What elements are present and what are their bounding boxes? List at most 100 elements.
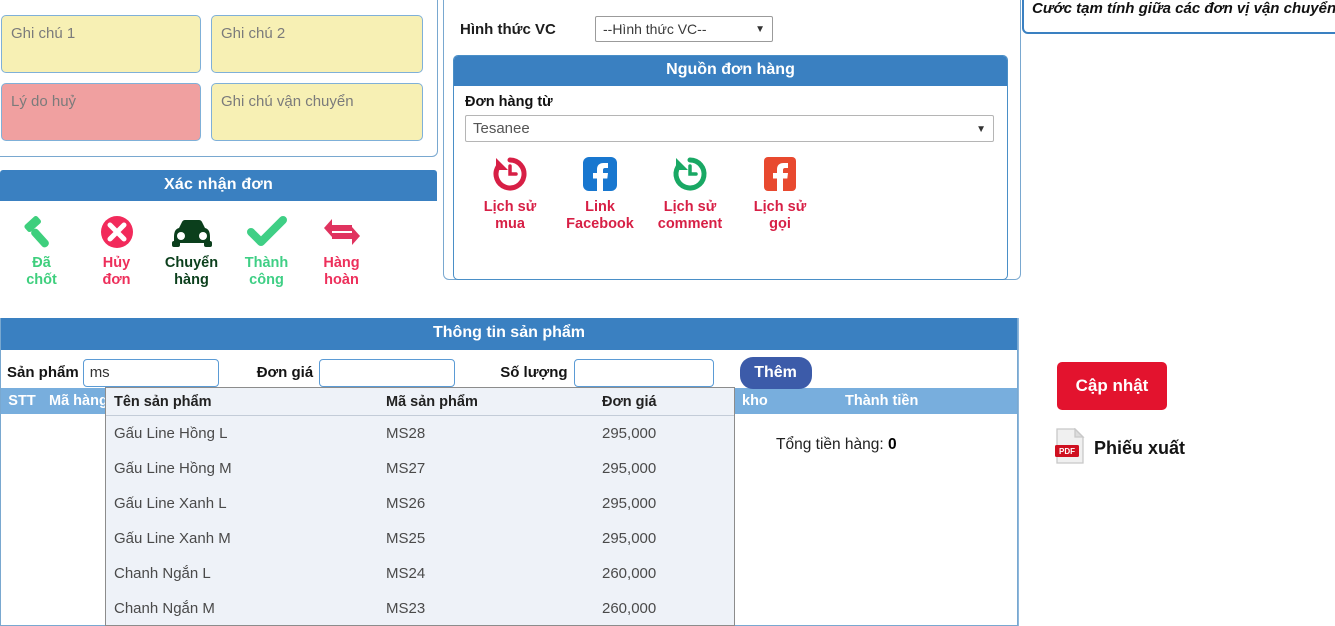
facebook-icon [735, 152, 825, 196]
confirm-order-panel: Xác nhận đơn Đã chốt [0, 170, 437, 288]
note2-textarea[interactable] [211, 15, 423, 73]
right-column-divider [1018, 318, 1019, 626]
car-icon [154, 211, 229, 253]
price-label: Đơn giá [256, 364, 314, 381]
total-amount: Tổng tiền hàng: 0 [776, 436, 897, 454]
product-table-total-row: Tổng tiền hàng: 0 [1, 414, 1017, 476]
autocomplete-item[interactable]: Gấu Line Xanh L MS26 295,000 [106, 486, 734, 521]
action-chuyen-hang[interactable]: Chuyển hàng [154, 211, 229, 288]
autocomplete-item-name: Gấu Line Hồng M [114, 460, 232, 477]
cancel-reason-textarea[interactable] [1, 83, 201, 141]
shipping-method-label: Hình thức VC [460, 20, 556, 38]
pdf-icon: PDF [1055, 427, 1085, 468]
notes-panel [0, 0, 438, 157]
shipping-method-row: Hình thức VC --Hình thức VC-- ▼ [460, 16, 800, 42]
order-from-label: Đơn hàng từ [465, 94, 553, 110]
check-icon [229, 211, 304, 253]
shortcut-link-facebook-line1: Link [585, 199, 615, 215]
quantity-input[interactable] [573, 358, 714, 387]
action-huy-don-line1: Hủy [102, 255, 131, 271]
autocomplete-header: Tên sản phẩm Mã sản phẩm Đơn giá [106, 388, 734, 416]
update-button[interactable]: Cập nhật [1057, 362, 1167, 410]
shipping-fee-estimate-note: Cước tạm tính giữa các đơn vị vận chuyển [1032, 0, 1335, 17]
shortcut-lich-su-mua[interactable]: Lịch sử mua [465, 152, 555, 234]
column-header-kho: kho [742, 393, 768, 409]
autocomplete-col-price: Đơn giá [602, 393, 657, 410]
autocomplete-item[interactable]: Gấu Line Xanh M MS25 295,000 [106, 521, 734, 556]
product-label: Sản phẩm [7, 364, 79, 381]
autocomplete-item[interactable]: Gấu Line Hồng M MS27 295,000 [106, 451, 734, 486]
action-chuyen-hang-line2: hàng [174, 271, 209, 288]
history-clock-icon [645, 152, 735, 196]
autocomplete-col-code: Mã sản phẩm [386, 393, 478, 410]
autocomplete-item-code: MS27 [386, 460, 426, 477]
autocomplete-item[interactable]: Gấu Line Hồng L MS28 295,000 [106, 416, 734, 451]
autocomplete-item-price: 295,000 [602, 425, 657, 442]
shipping-method-select[interactable]: --Hình thức VC-- ▼ [595, 16, 773, 42]
autocomplete-item-price: 295,000 [602, 530, 657, 547]
shortcut-lich-su-comment[interactable]: Lịch sử comment [645, 152, 735, 234]
note1-textarea[interactable] [1, 15, 201, 73]
shortcut-lich-su-goi[interactable]: Lịch sử gọi [735, 152, 825, 234]
shipping-note-textarea[interactable] [211, 83, 423, 141]
facebook-icon [555, 152, 645, 196]
action-chuyen-hang-line1: Chuyển [164, 255, 219, 271]
column-header-ma-hang: Mã hàng [49, 393, 108, 409]
autocomplete-col-name: Tên sản phẩm [114, 393, 212, 410]
svg-text:PDF: PDF [1059, 447, 1075, 456]
autocomplete-item-price: 295,000 [602, 495, 657, 512]
autocomplete-item-price: 295,000 [602, 460, 657, 477]
action-hang-hoan-line1: Hàng [323, 255, 360, 271]
confirm-order-title: Xác nhận đơn [0, 170, 437, 201]
action-hang-hoan[interactable]: Hàng hoàn [304, 211, 379, 288]
autocomplete-item-code: MS26 [386, 495, 426, 512]
total-amount-label: Tổng tiền hàng: [776, 436, 884, 453]
action-da-chot[interactable]: Đã chốt [4, 211, 79, 288]
product-info-title: Thông tin sản phẩm [1, 318, 1017, 350]
shortcut-link-facebook-line2: Facebook [566, 216, 634, 233]
product-input[interactable] [82, 358, 219, 387]
autocomplete-item-code: MS23 [386, 600, 426, 617]
column-header-stt: STT [8, 393, 36, 409]
shortcut-lich-su-comment-line1: Lịch sử [663, 199, 717, 215]
shortcut-lich-su-goi-line1: Lịch sử [753, 199, 807, 215]
order-from-select[interactable]: Tesanee ▼ [465, 115, 994, 142]
export-slip-link[interactable]: PDF Phiếu xuất [1055, 427, 1185, 468]
order-from-value: Tesanee [473, 120, 530, 137]
chevron-down-icon: ▼ [755, 24, 765, 35]
autocomplete-item-name: Gấu Line Hồng L [114, 425, 228, 442]
action-huy-don-line2: đơn [102, 271, 131, 288]
circle-x-icon [79, 211, 154, 253]
autocomplete-item-name: Gấu Line Xanh M [114, 530, 231, 547]
autocomplete-item[interactable]: Chanh Ngắn M MS23 260,000 [106, 591, 734, 625]
shortcut-lich-su-goi-line2: gọi [769, 216, 791, 233]
action-da-chot-line2: chốt [26, 271, 57, 288]
gavel-icon [4, 211, 79, 253]
chevron-down-icon: ▼ [976, 124, 986, 135]
shortcut-lich-su-mua-line2: mua [495, 216, 525, 233]
shipping-method-value: --Hình thức VC-- [603, 21, 707, 37]
shortcut-link-facebook[interactable]: Link Facebook [555, 152, 645, 234]
autocomplete-item-name: Chanh Ngắn L [114, 565, 211, 582]
price-input[interactable] [319, 358, 456, 387]
shortcut-lich-su-mua-line1: Lịch sử [483, 199, 537, 215]
add-product-button[interactable]: Thêm [739, 356, 812, 389]
confirm-order-actions: Đã chốt Hủy đơn [0, 201, 437, 288]
action-huy-don[interactable]: Hủy đơn [79, 211, 154, 288]
autocomplete-item[interactable]: Chanh Ngắn L MS24 260,000 [106, 556, 734, 591]
order-source-title: Nguồn đơn hàng [454, 56, 1007, 86]
return-arrows-icon [304, 211, 379, 253]
action-thanh-cong-line1: Thành [244, 255, 289, 271]
product-entry-form: Sản phẩm Đơn giá Số lượng Thêm [1, 350, 1017, 389]
product-autocomplete-dropdown[interactable]: Tên sản phẩm Mã sản phẩm Đơn giá Gấu Lin… [105, 387, 735, 626]
action-hang-hoan-line2: hoàn [324, 271, 359, 288]
autocomplete-item-name: Gấu Line Xanh L [114, 495, 227, 512]
autocomplete-item-code: MS24 [386, 565, 426, 582]
total-amount-value: 0 [888, 436, 897, 453]
action-thanh-cong[interactable]: Thành công [229, 211, 304, 288]
order-source-panel: Nguồn đơn hàng Đơn hàng từ Tesanee ▼ Lịc… [453, 55, 1008, 280]
shipping-fee-estimate-panel: Cước tạm tính giữa các đơn vị vận chuyển [1022, 0, 1335, 34]
quantity-label: Số lượng [500, 364, 568, 381]
autocomplete-item-code: MS25 [386, 530, 426, 547]
source-shortcuts: Lịch sử mua Link Facebook [465, 152, 997, 234]
